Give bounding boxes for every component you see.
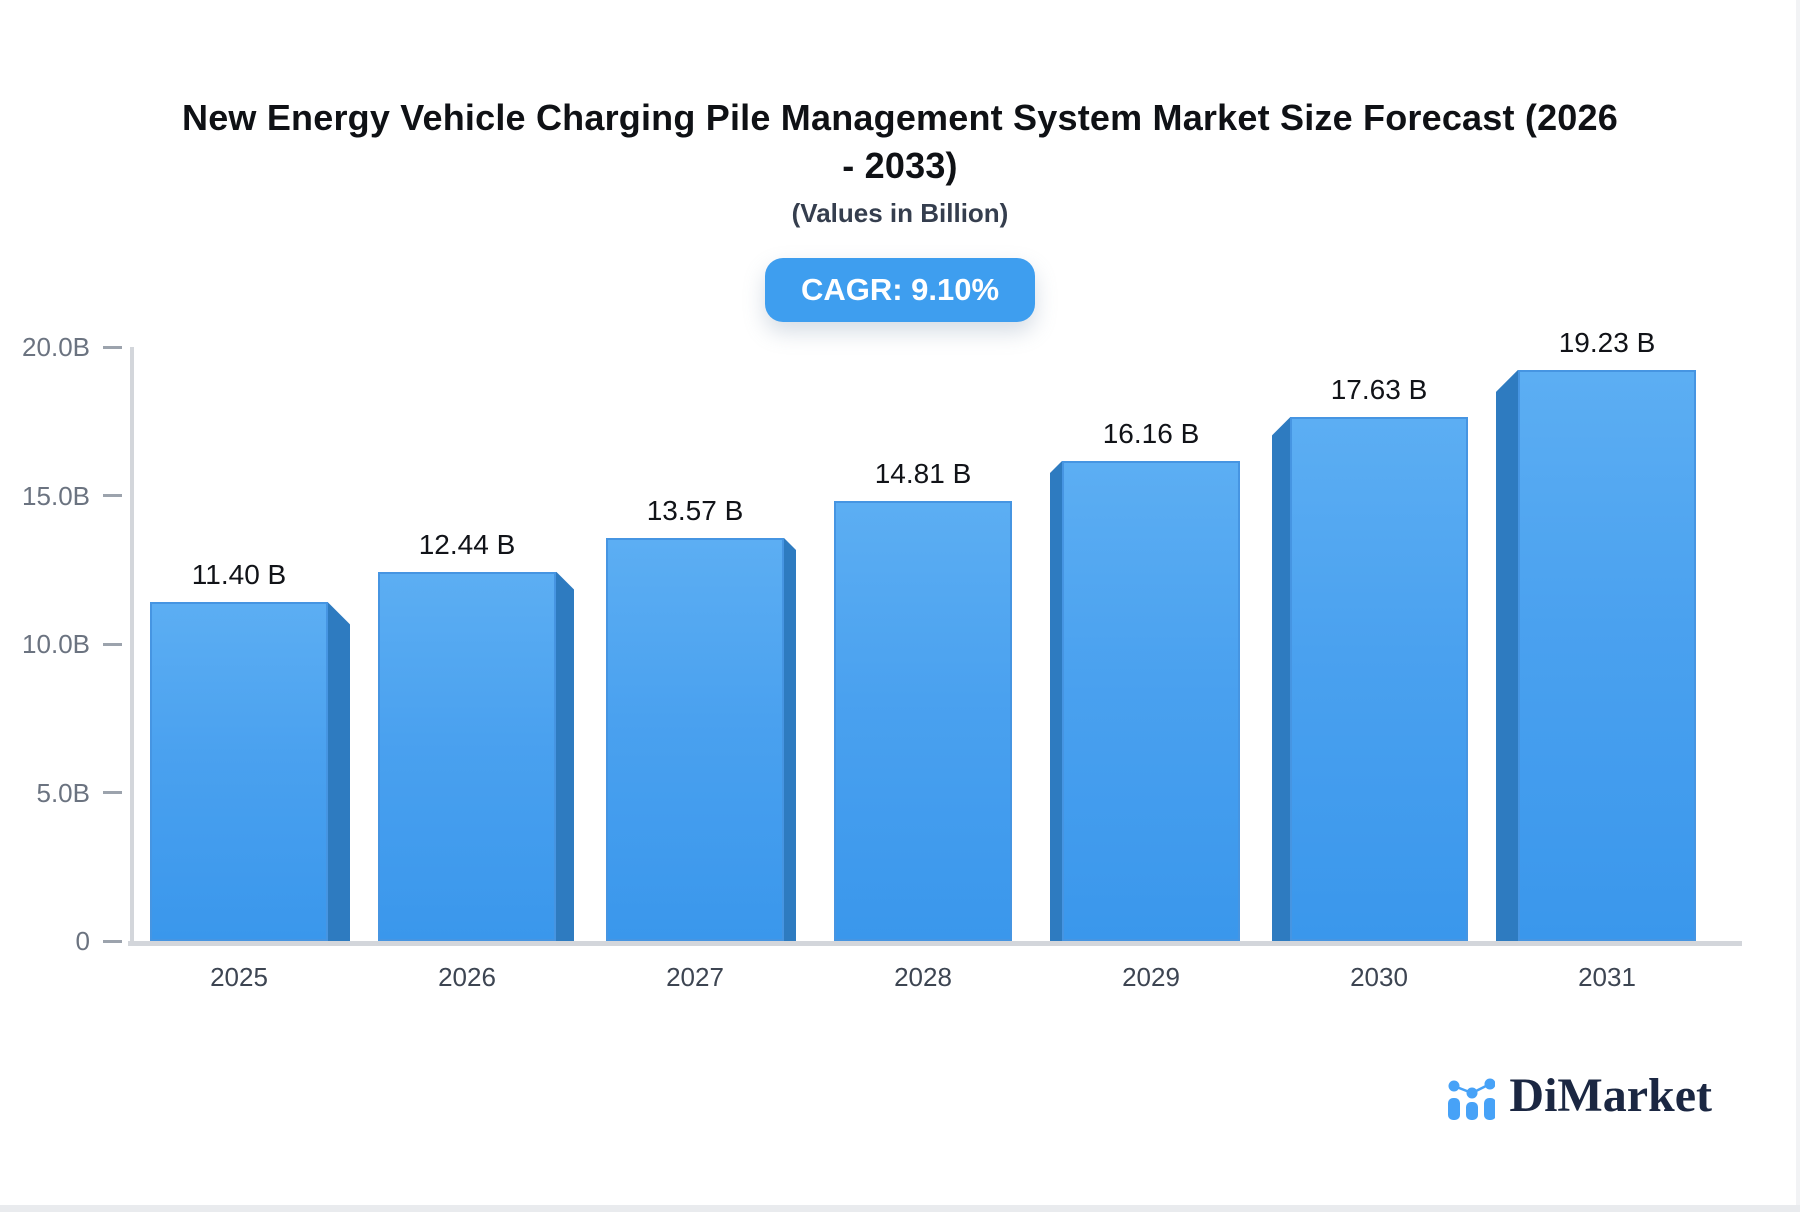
brand-name: DiMarket xyxy=(1509,1069,1712,1122)
y-tick-label: 20.0B xyxy=(22,332,90,362)
bar-value-label: 19.23 B xyxy=(1558,326,1656,358)
chart-subtitle: (Values in Billion) xyxy=(791,198,1009,228)
x-axis-label: 2030 xyxy=(1350,962,1408,992)
page-edge-bottom xyxy=(0,1205,1800,1212)
chart-title-line2: - 2033) xyxy=(842,145,958,186)
bar-3d-side-2029 xyxy=(1050,461,1062,941)
bar-3d-side-2025 xyxy=(328,602,350,941)
y-tick-label: 5.0B xyxy=(36,777,91,808)
bar-2029 xyxy=(1062,461,1240,941)
bar-2027 xyxy=(606,537,784,941)
chart-title-line1: New Energy Vehicle Charging Pile Managem… xyxy=(182,97,1618,138)
y-tick-label: 15.0B xyxy=(22,480,90,511)
cagr-badge-row: CAGR: 9.10% xyxy=(0,258,1800,322)
y-axis-line xyxy=(130,347,134,945)
bar-value-label: 13.57 B xyxy=(646,494,744,526)
x-axis-label: 2028 xyxy=(894,962,952,992)
y-tick-label: 10.0B xyxy=(22,629,90,659)
y-tick-mark xyxy=(103,791,122,794)
brand-logo: DiMarket xyxy=(1445,1072,1712,1120)
bar-value-label: 14.81 B xyxy=(874,458,972,490)
y-tick-mark xyxy=(103,345,122,349)
bar-3d-side-2027 xyxy=(784,537,796,941)
x-axis-label: 2025 xyxy=(210,962,268,992)
bar-value-label: 17.63 B xyxy=(1330,374,1428,406)
y-tick-mark xyxy=(103,939,122,943)
bar-3d-side-2026 xyxy=(556,571,574,941)
bar-value-label: 12.44 B xyxy=(418,528,516,560)
bar-value-label: 16.16 B xyxy=(1102,418,1200,450)
bar-2030 xyxy=(1290,417,1468,941)
bar-2026 xyxy=(378,571,556,941)
bar-2028 xyxy=(834,501,1012,941)
bar-value-label: 11.40 B xyxy=(191,559,287,591)
x-axis-label: 2026 xyxy=(438,962,496,992)
x-axis-label: 2029 xyxy=(1122,962,1180,992)
x-axis-label: 2027 xyxy=(666,962,724,992)
y-tick-label: 0 xyxy=(75,926,90,956)
bar-3d-side-2030 xyxy=(1272,417,1290,941)
chart-title: New Energy Vehicle Charging Pile Managem… xyxy=(0,94,1800,190)
x-axis-line xyxy=(128,941,1742,946)
x-axis-label: 2031 xyxy=(1578,962,1636,992)
page-edge-right xyxy=(1796,0,1800,1212)
y-tick-mark xyxy=(103,494,122,497)
bar-3d-side-2031 xyxy=(1496,369,1518,941)
cagr-badge: CAGR: 9.10% xyxy=(764,258,1036,322)
bar-2031 xyxy=(1518,369,1696,941)
y-tick-mark xyxy=(103,642,122,646)
bar-2025 xyxy=(150,602,328,941)
bar-chart-trend-icon xyxy=(1448,1078,1496,1120)
